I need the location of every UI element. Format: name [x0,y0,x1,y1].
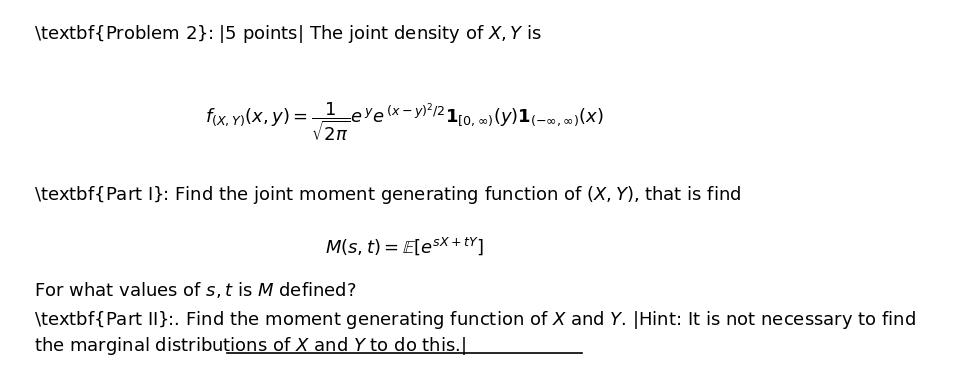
Text: \textbf{Part II}:. Find the moment generating function of $X$ and $Y$. $|$Hint: : \textbf{Part II}:. Find the moment gener… [34,309,915,331]
Text: $f_{(X,Y)}(x,y) = \dfrac{1}{\sqrt{2\pi}}e^{\,y}e^{\,(x-y)^2/2}\mathbf{1}_{[0,\in: $f_{(X,Y)}(x,y) = \dfrac{1}{\sqrt{2\pi}}… [205,100,604,143]
Text: $M(s,t) = \mathbb{E}\left[e^{sX+tY}\right]$: $M(s,t) = \mathbb{E}\left[e^{sX+tY}\righ… [325,236,484,258]
Text: \textbf{Problem 2}: $|5 \text{ points}|$ The joint density of $X, Y$ is: \textbf{Problem 2}: $|5 \text{ points}|$… [34,23,541,45]
Text: the marginal distributions of $X$ and $Y$ to do this.$|$: the marginal distributions of $X$ and $Y… [34,335,465,357]
Text: For what values of $s, t$ is $M$ defined?: For what values of $s, t$ is $M$ defined… [34,280,356,300]
Text: \textbf{Part I}: Find the joint moment generating function of $(X, Y)$, that is : \textbf{Part I}: Find the joint moment g… [34,184,740,207]
